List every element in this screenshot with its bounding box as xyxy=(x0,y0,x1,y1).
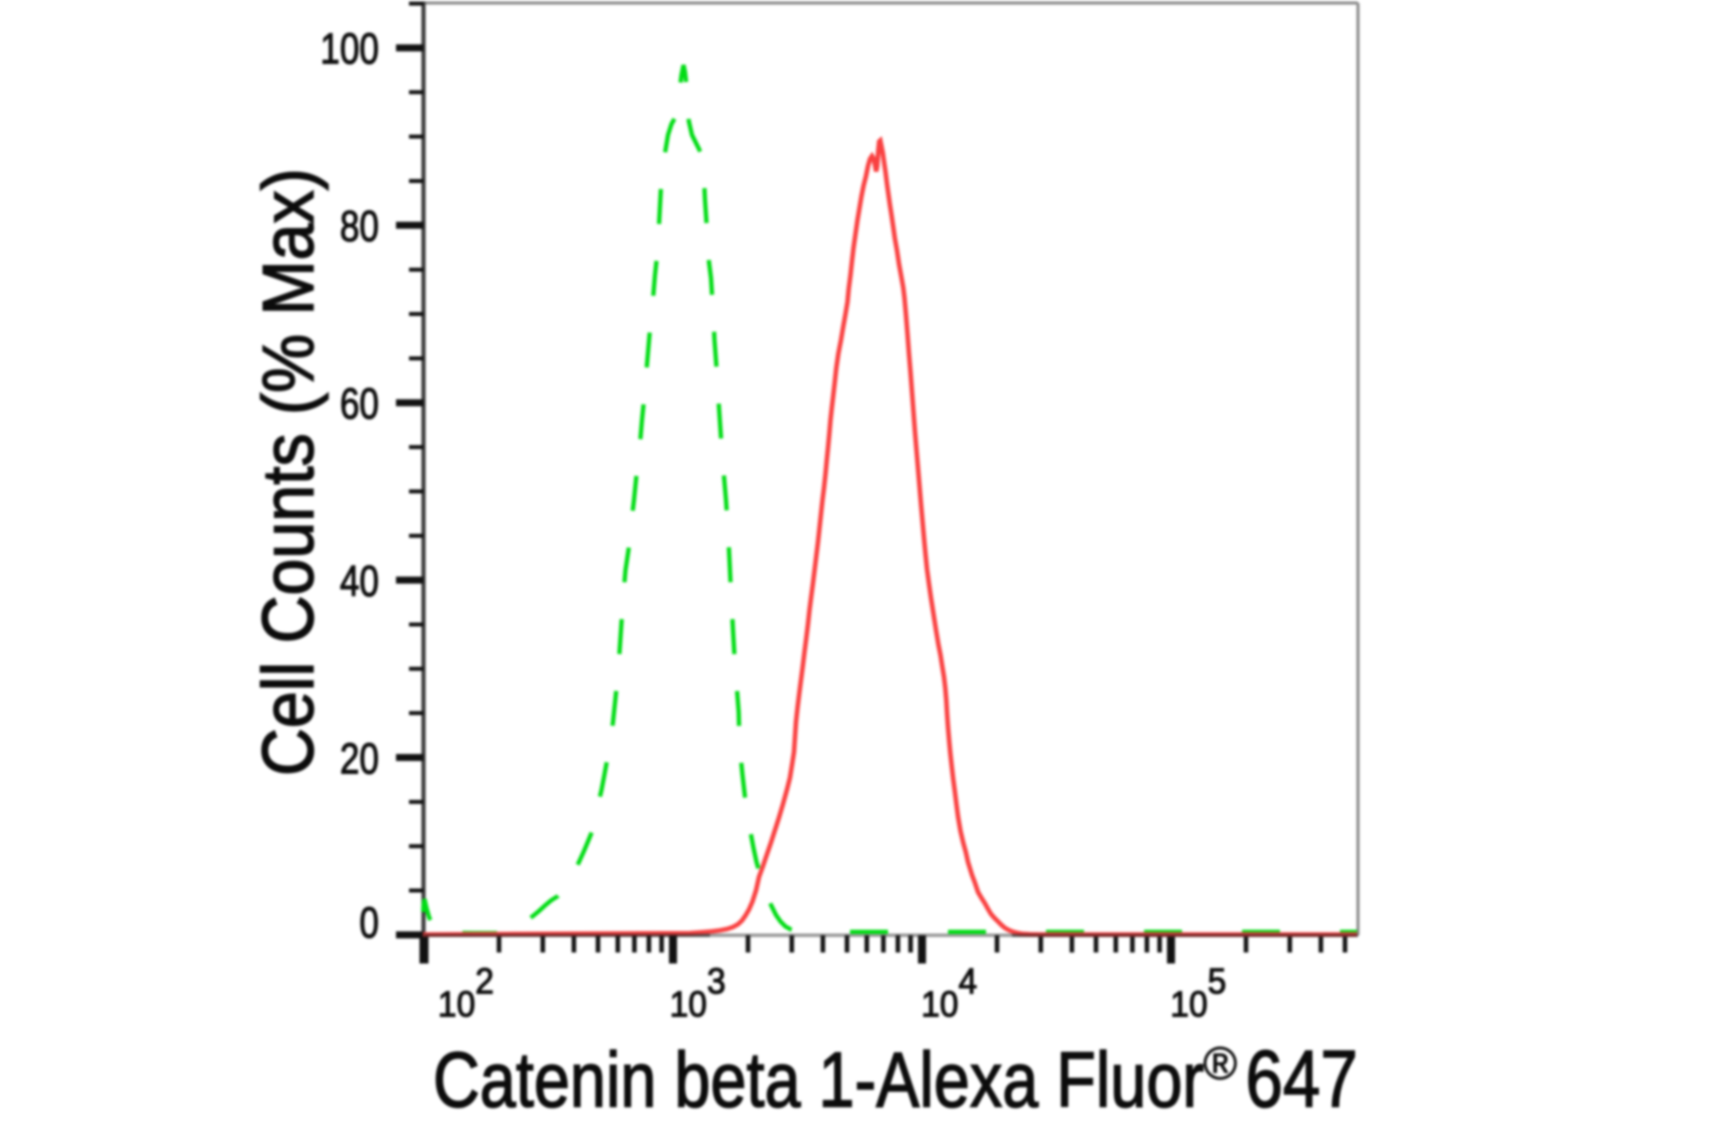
svg-text:105: 105 xyxy=(1170,961,1226,1024)
svg-text:103: 103 xyxy=(670,961,726,1024)
svg-text:0: 0 xyxy=(359,899,379,948)
svg-text:102: 102 xyxy=(438,961,494,1024)
svg-text:20: 20 xyxy=(340,735,379,784)
svg-text:60: 60 xyxy=(340,380,379,429)
svg-text:80: 80 xyxy=(340,202,379,251)
svg-text:®: ® xyxy=(1203,1037,1237,1089)
svg-text:100: 100 xyxy=(320,25,379,74)
svg-text:40: 40 xyxy=(340,557,379,606)
svg-text:Cell Counts (% Max): Cell Counts (% Max) xyxy=(247,168,328,776)
svg-text:104: 104 xyxy=(921,961,977,1024)
